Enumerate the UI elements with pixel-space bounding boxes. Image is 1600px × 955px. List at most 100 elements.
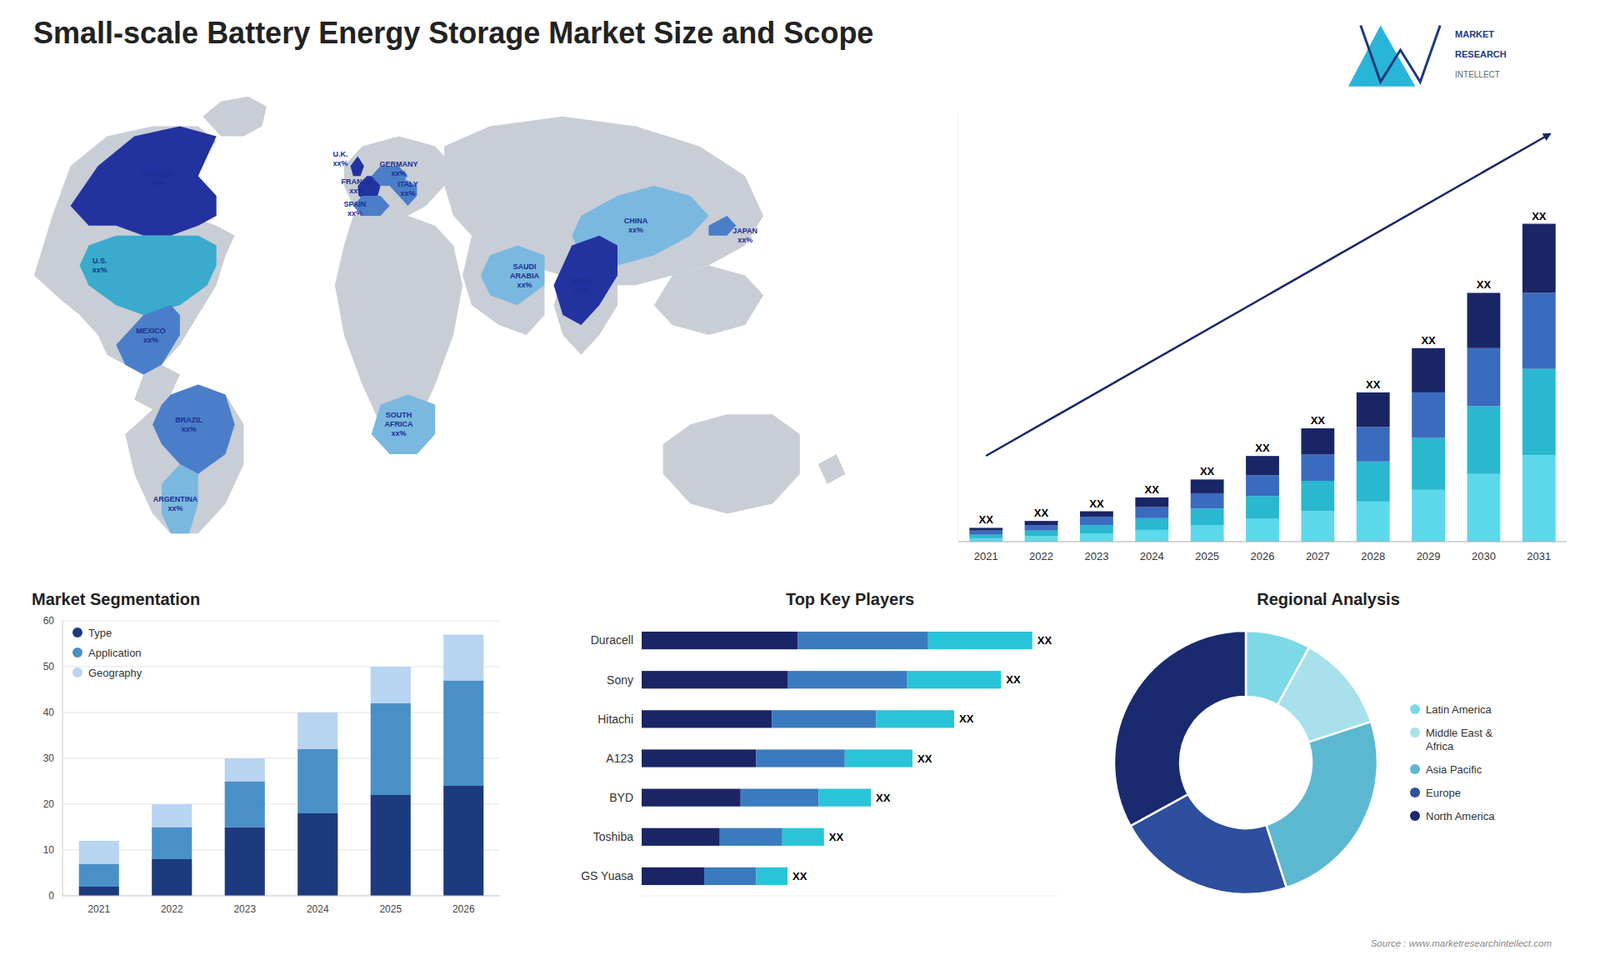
bar-segment: [641, 631, 799, 650]
text-line: BYD: [609, 790, 634, 805]
legend-marker: [1410, 727, 1420, 738]
legend-label: Europe: [1425, 786, 1461, 800]
text-line: xx%: [167, 504, 183, 513]
country-label: CANADAxx%: [140, 170, 174, 188]
grid-line: [62, 850, 500, 851]
country-label: SOUTHAFRICAxx%: [384, 410, 413, 438]
market-size-chart: Small-scale Battery Energy Storage Marke…: [33, 15, 1567, 563]
donut-slice: [1265, 721, 1378, 888]
text-line: 2023: [1084, 550, 1109, 563]
country-label: JAPANxx%: [732, 226, 758, 245]
land-shape: [462, 235, 545, 335]
text-line: xx%: [92, 265, 108, 275]
text-line: North America: [1425, 810, 1495, 823]
grid-line: [62, 895, 500, 897]
text-line: xx%: [390, 429, 406, 438]
country-shape: [80, 235, 217, 315]
bar-label: XX: [1365, 378, 1381, 391]
tick-label: 10: [43, 844, 55, 856]
country-shape: [350, 155, 365, 176]
bar-segment: [928, 631, 1033, 650]
bar-segment: [845, 749, 913, 767]
bar-label: XX: [1034, 506, 1050, 520]
legend-marker: [1410, 787, 1420, 798]
world-map: CANADAxx%U.S.xx%MEXICOxx%BRAZILxx%ARGENT…: [34, 96, 846, 535]
tick-label: 2029: [1416, 550, 1441, 563]
text-line: 2029: [1416, 550, 1441, 563]
bar-segment: [1135, 530, 1169, 542]
players-chart: Top Key PlayersXXXXXXXXXXXXXXDuracellSon…: [580, 590, 1059, 896]
trend-arrow: [985, 134, 1550, 456]
grid-line: [62, 620, 500, 622]
bar-segment: [151, 859, 192, 896]
bar-segment: [787, 670, 908, 689]
bar-segment: [1080, 525, 1114, 534]
tick-label: Toshiba: [593, 830, 634, 844]
text-line: Hitachi: [597, 712, 634, 726]
bar-segment: [771, 710, 876, 728]
bar-segment: [740, 789, 820, 807]
axis-line: [62, 620, 64, 896]
bar-label: XX: [1145, 483, 1160, 496]
bar-segment: [297, 749, 338, 814]
bar-segment: [1411, 392, 1445, 439]
land-shape: [202, 96, 267, 137]
tick-label: 2021: [974, 550, 999, 563]
tick-label: 2027: [1305, 550, 1330, 563]
text-line: SOUTH: [385, 410, 413, 420]
country-shape: [115, 305, 180, 375]
country-label: ITALYxx%: [397, 180, 419, 198]
text-line: 2022: [160, 903, 184, 915]
country-shape: [70, 126, 217, 236]
bar-segment: [720, 828, 783, 846]
bar-segment: [1080, 516, 1114, 525]
text-line: XX: [917, 752, 933, 765]
bar-segment: [798, 631, 929, 650]
country-shape: [480, 245, 545, 306]
text-line: 2026: [452, 903, 475, 915]
text-line: XX: [979, 513, 995, 526]
text-line: xx%: [332, 159, 348, 168]
bar-segment: [1300, 428, 1335, 455]
text-line: U.K.: [332, 150, 348, 159]
bar-label: XX: [792, 870, 808, 883]
bar-segment: [1025, 525, 1059, 531]
text-line: BRAZIL: [175, 415, 203, 425]
text-line: Top Key Players: [785, 590, 915, 609]
text-line: 2027: [1305, 550, 1330, 563]
text-line: 30: [43, 752, 55, 765]
chart-title: Top Key Players: [785, 590, 915, 609]
text-line: CANADA: [140, 170, 174, 179]
tick-label: 2025: [1195, 550, 1220, 563]
bar-segment: [370, 703, 411, 795]
segmentation-chart: Market Segmentation010203040506020212022…: [31, 590, 500, 915]
text-line: MARKET: [1455, 29, 1495, 40]
bar-segment: [1245, 455, 1280, 475]
bar-segment: [969, 538, 1003, 542]
bar-segment: [1356, 461, 1390, 502]
text-line: xx%: [573, 285, 589, 295]
bar-segment: [641, 670, 788, 689]
text-line: 2025: [1195, 550, 1220, 563]
text-line: Europe: [1425, 786, 1461, 800]
legend: Latin AmericaMiddle East &AfricaAsia Pac…: [1410, 703, 1495, 823]
source-text: Source : www.marketresearchintellect.com: [1370, 938, 1553, 949]
text-line: XX: [1005, 673, 1021, 686]
text-line: 0: [48, 890, 55, 902]
text-line: XX: [959, 712, 975, 725]
bar-segment: [297, 813, 338, 896]
bar-segment: [1411, 348, 1445, 393]
text-line: 2030: [1471, 550, 1496, 563]
text-line: xx%: [150, 179, 165, 188]
text-line: xx%: [516, 280, 532, 290]
country-label: U.K.xx%: [332, 150, 348, 168]
land-shape: [663, 414, 800, 514]
bar-segment: [79, 864, 120, 888]
bar-segment: [225, 827, 265, 897]
text-line: SPAIN: [344, 200, 367, 209]
text-line: XX: [1420, 334, 1436, 347]
bar-segment: [370, 795, 411, 896]
tick-label: GS Yuasa: [580, 869, 634, 883]
text-line: RESEARCH: [1455, 49, 1507, 60]
bar-segment: [1135, 518, 1169, 530]
